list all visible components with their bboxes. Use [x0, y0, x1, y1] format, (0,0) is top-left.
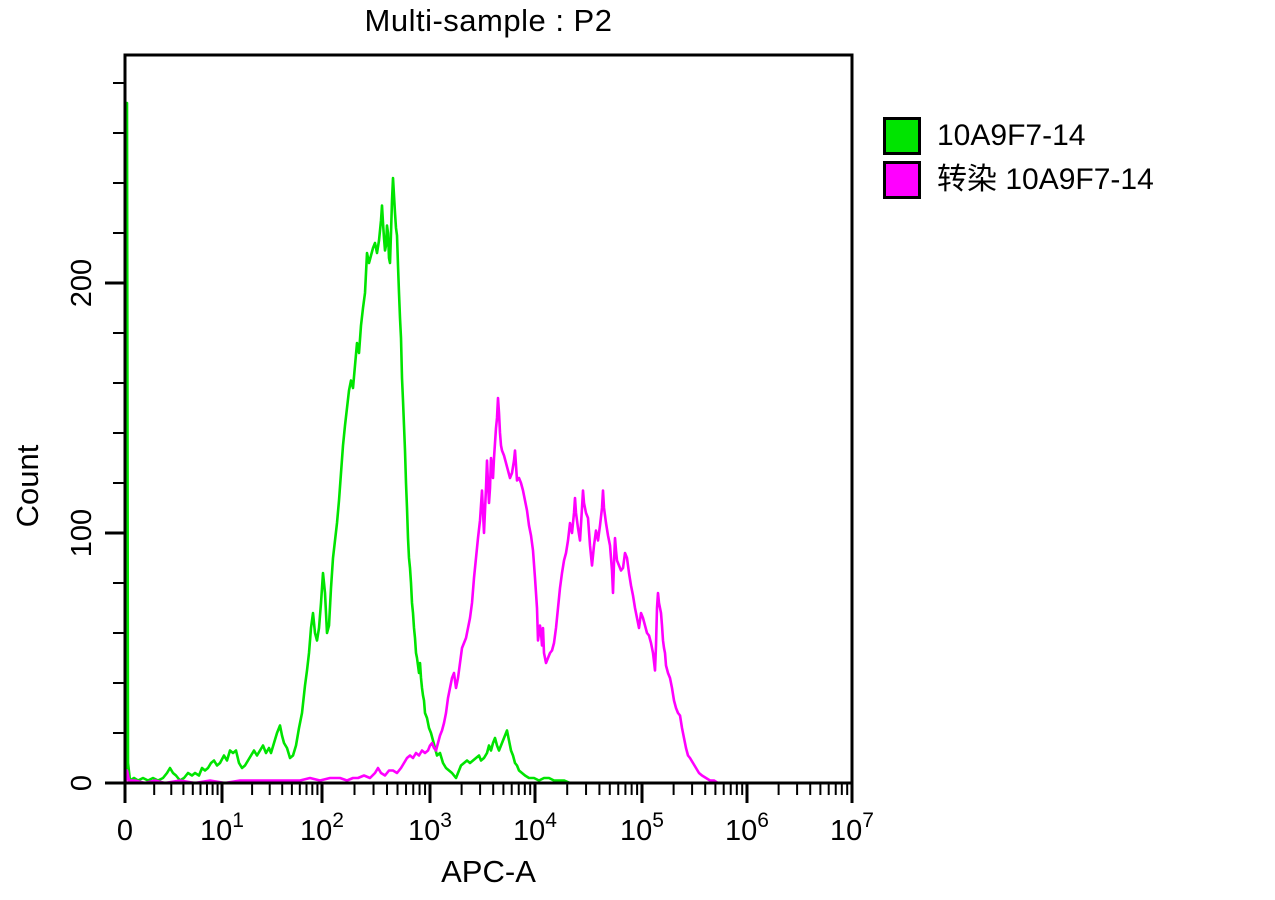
- x-tick-label: 105: [620, 809, 664, 847]
- x-tick-label: 107: [830, 809, 874, 847]
- legend: 10A9F7-14 转染 10A9F7-14: [883, 117, 1154, 205]
- legend-swatch-magenta: [883, 161, 921, 199]
- series-curve-0: [126, 101, 570, 782]
- x-tick-label: 101: [200, 809, 244, 847]
- y-tick-label: 100: [66, 509, 98, 557]
- legend-label-sample: 10A9F7-14: [937, 119, 1086, 152]
- y-axis-ticks: [105, 82, 125, 785]
- x-tick-label: 0: [117, 815, 133, 847]
- x-axis-title: APC-A: [441, 854, 536, 889]
- legend-item-sample: 10A9F7-14: [883, 117, 1154, 155]
- series-curve-1: [126, 396, 719, 782]
- chart-title: Multi-sample : P2: [364, 3, 613, 38]
- legend-label-transfected: 转染 10A9F7-14: [937, 163, 1154, 196]
- plot-border: [123, 53, 854, 785]
- x-tick-label: 103: [408, 809, 452, 847]
- legend-swatch-green: [883, 117, 921, 155]
- y-tick-label: 0: [66, 775, 98, 791]
- y-tick-label: 200: [66, 259, 98, 307]
- legend-item-transfected: 转染 10A9F7-14: [883, 161, 1154, 199]
- x-tick-label: 102: [300, 809, 344, 847]
- x-axis-ticks: [123, 783, 854, 803]
- x-tick-label: 104: [513, 809, 557, 847]
- x-tick-label: 106: [725, 809, 769, 847]
- axis-tick-labels: 0 101 102 103 104 105 106 107 0 100 200: [66, 259, 874, 847]
